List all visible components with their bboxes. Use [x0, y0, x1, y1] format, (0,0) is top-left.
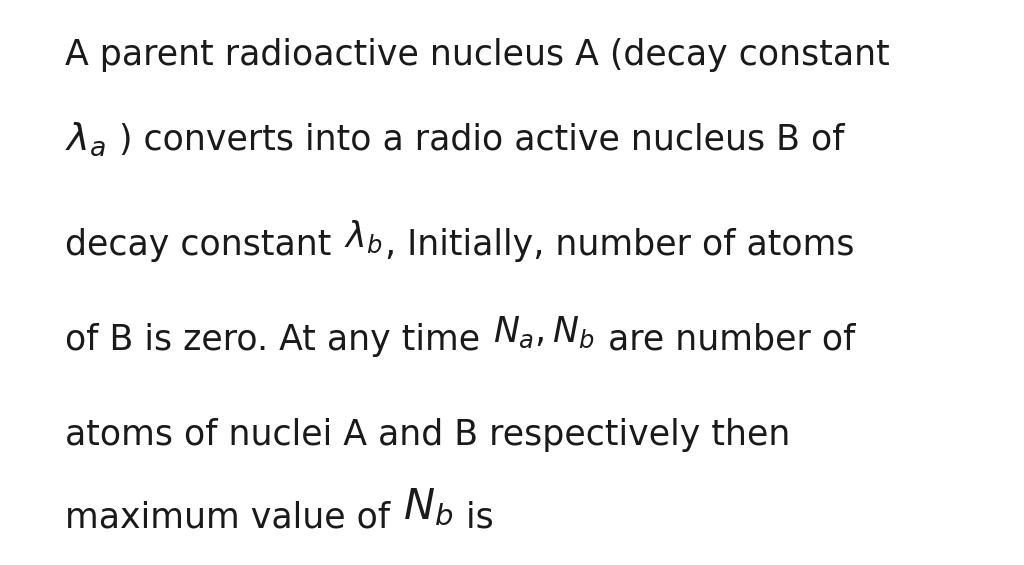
Text: ) converts into a radio active nucleus B of: ) converts into a radio active nucleus B…: [108, 123, 845, 157]
Text: decay constant: decay constant: [65, 228, 342, 262]
Text: atoms of nuclei A and B respectively then: atoms of nuclei A and B respectively the…: [65, 418, 791, 452]
Text: $N_{a}, N_{b}$: $N_{a}, N_{b}$: [494, 315, 595, 350]
Text: is: is: [456, 500, 495, 534]
Text: of B is zero. At any time: of B is zero. At any time: [65, 323, 492, 357]
Text: A parent radioactive nucleus A (decay constant: A parent radioactive nucleus A (decay co…: [65, 38, 890, 72]
Text: maximum value of: maximum value of: [65, 500, 401, 534]
Text: are number of: are number of: [597, 323, 855, 357]
Text: $N_{b}$: $N_{b}$: [403, 486, 454, 528]
Text: , Initially, number of atoms: , Initially, number of atoms: [385, 228, 854, 262]
Text: $\lambda_{a}$: $\lambda_{a}$: [65, 121, 105, 158]
Text: $\lambda_{b}$: $\lambda_{b}$: [344, 219, 383, 255]
